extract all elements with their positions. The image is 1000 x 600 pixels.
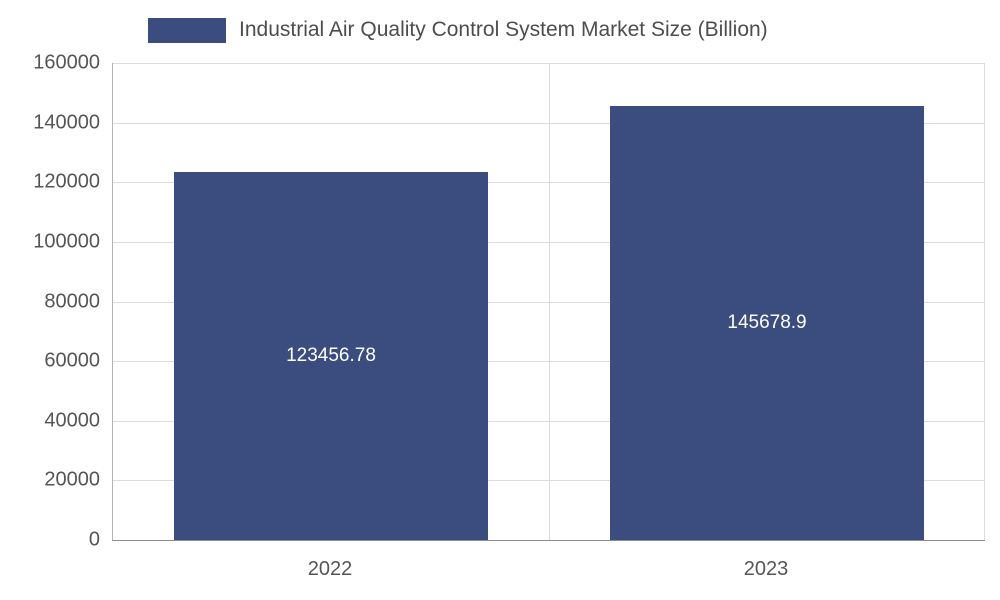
bar-value-label: 123456.78 xyxy=(286,344,376,366)
y-tick-label: 0 xyxy=(88,528,100,551)
x-tick-label: 2022 xyxy=(307,558,353,580)
y-tick-label: 60000 xyxy=(44,349,100,372)
y-tick-label: 20000 xyxy=(44,468,100,491)
chart-legend: Industrial Air Quality Control System Ma… xyxy=(148,16,768,44)
bar-2022 xyxy=(174,171,488,540)
x-axis: 2022 2023 xyxy=(112,548,985,588)
gridline-vertical xyxy=(984,63,985,540)
plot-area: 123456.78 145678.9 xyxy=(112,63,985,541)
y-tick-label: 40000 xyxy=(44,409,100,432)
y-tick-label: 120000 xyxy=(33,170,100,193)
y-tick-label: 140000 xyxy=(33,111,100,134)
bar-2023 xyxy=(610,105,924,540)
y-tick-label: 80000 xyxy=(44,290,100,312)
legend-swatch-icon xyxy=(148,17,226,43)
y-tick-label: 100000 xyxy=(33,230,100,253)
bar-value-label: 145678.9 xyxy=(727,311,807,333)
y-axis: 0 20000 40000 60000 80000 100000 120000 140000 1… xyxy=(0,52,100,551)
y-tick-label: 160000 xyxy=(33,51,100,74)
gridline-vertical xyxy=(549,63,550,540)
chart-title: Industrial Air Quality Control System Ma… xyxy=(239,18,768,41)
x-tick-label: 2023 xyxy=(743,558,789,580)
